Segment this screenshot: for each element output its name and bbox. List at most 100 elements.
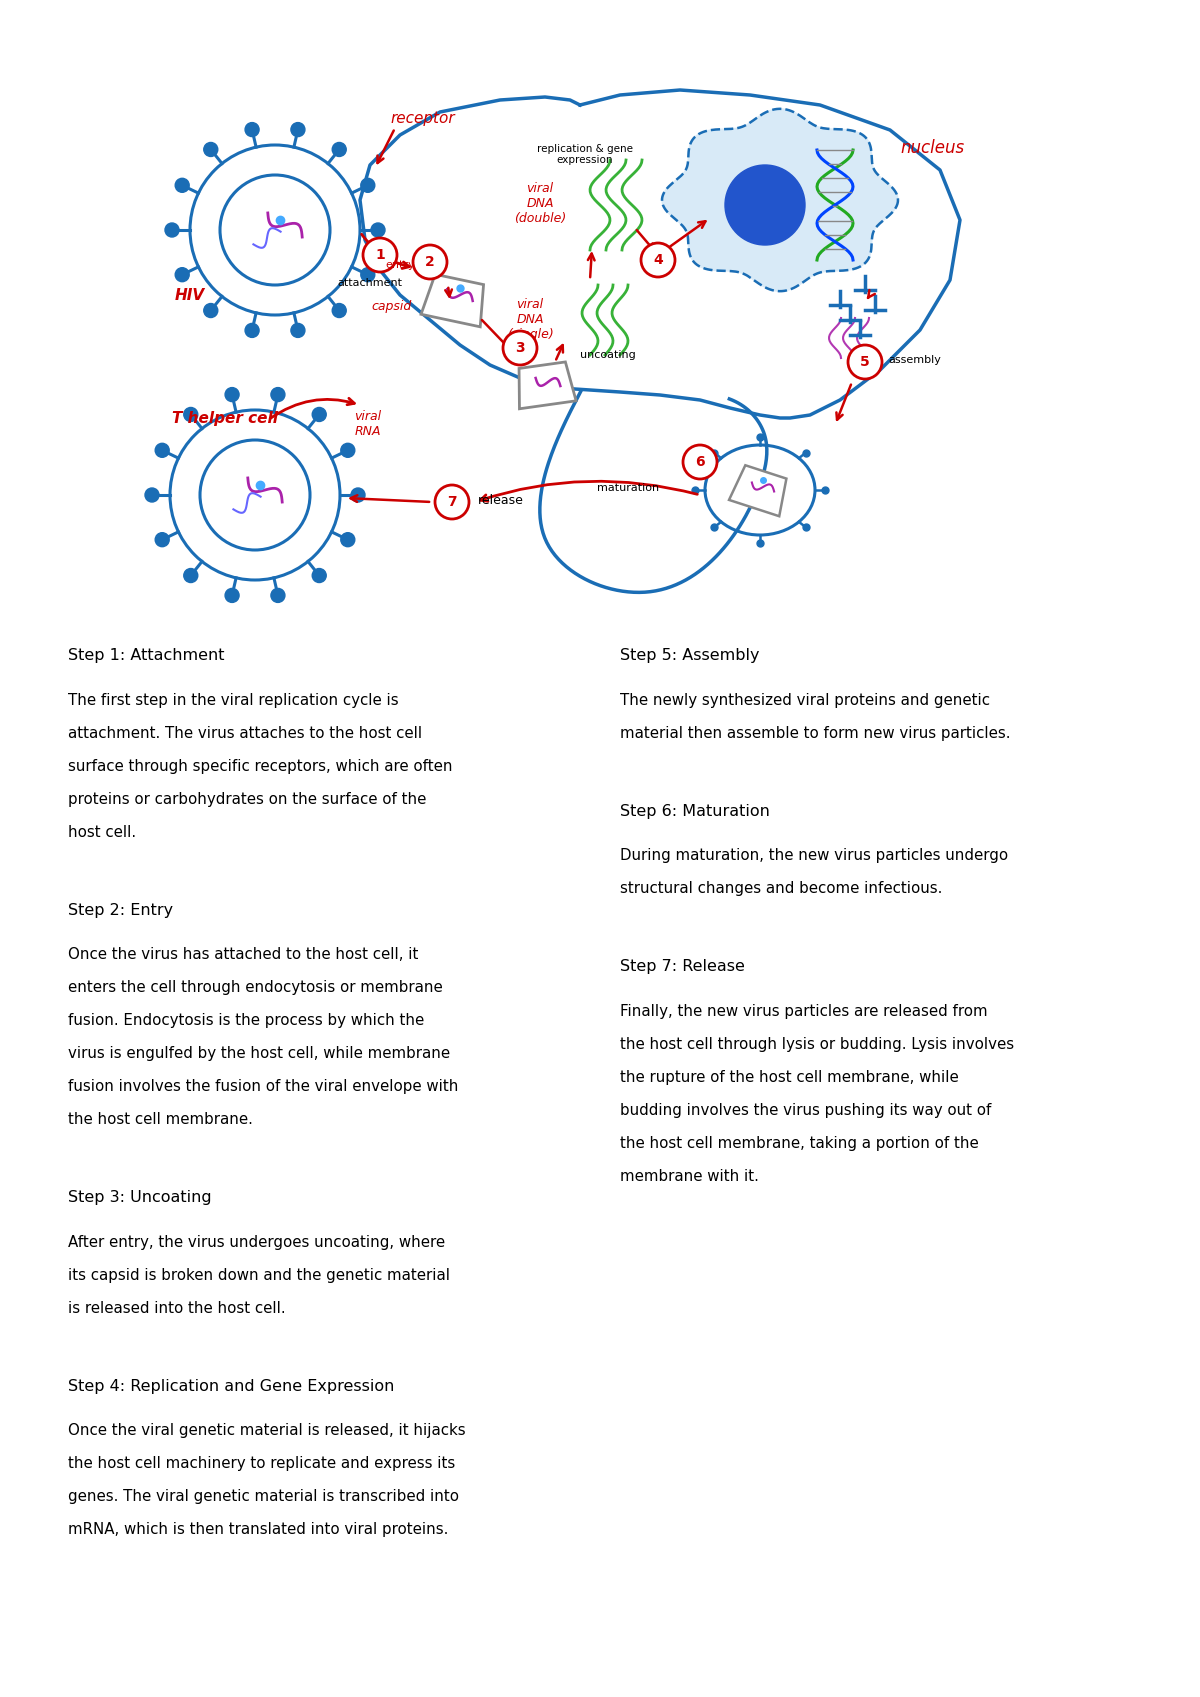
Text: structural changes and become infectious.: structural changes and become infectious… (620, 881, 942, 896)
Circle shape (361, 268, 374, 282)
Text: (double): (double) (514, 212, 566, 226)
Text: budding involves the virus pushing its way out of: budding involves the virus pushing its w… (620, 1103, 991, 1118)
Circle shape (848, 344, 882, 378)
Text: Once the virus has attached to the host cell, it: Once the virus has attached to the host … (68, 947, 419, 962)
Circle shape (413, 244, 446, 278)
Text: The first step in the viral replication cycle is: The first step in the viral replication … (68, 692, 398, 708)
Text: entry: entry (385, 260, 415, 270)
Circle shape (312, 568, 326, 582)
Text: is released into the host cell.: is released into the host cell. (68, 1300, 286, 1315)
Text: enters the cell through endocytosis or membrane: enters the cell through endocytosis or m… (68, 981, 443, 994)
Text: capsid: capsid (372, 300, 412, 312)
Text: Step 2: Entry: Step 2: Entry (68, 903, 173, 918)
Text: uncoating: uncoating (580, 350, 636, 360)
Text: the host cell machinery to replicate and express its: the host cell machinery to replicate and… (68, 1456, 455, 1471)
Text: the host cell membrane, taking a portion of the: the host cell membrane, taking a portion… (620, 1135, 979, 1151)
Text: viral: viral (354, 411, 382, 423)
Circle shape (312, 407, 326, 421)
Circle shape (683, 445, 718, 479)
Text: attachment. The virus attaches to the host cell: attachment. The virus attaches to the ho… (68, 726, 422, 740)
Text: genes. The viral genetic material is transcribed into: genes. The viral genetic material is tra… (68, 1490, 458, 1504)
Text: nucleus: nucleus (900, 139, 964, 158)
Text: viral: viral (527, 182, 553, 195)
Circle shape (436, 485, 469, 519)
Circle shape (200, 440, 310, 550)
Text: receptor: receptor (390, 110, 455, 126)
Circle shape (725, 165, 805, 244)
Text: The newly synthesized viral proteins and genetic: The newly synthesized viral proteins and… (620, 692, 990, 708)
Circle shape (332, 143, 347, 156)
Circle shape (226, 589, 239, 602)
Circle shape (175, 268, 190, 282)
Text: 4: 4 (653, 253, 662, 266)
Circle shape (290, 122, 305, 136)
Circle shape (332, 304, 347, 317)
Text: Step 5: Assembly: Step 5: Assembly (620, 648, 760, 664)
Text: DNA: DNA (527, 197, 553, 210)
Circle shape (341, 533, 355, 546)
Circle shape (184, 407, 198, 421)
Text: 6: 6 (695, 455, 704, 468)
Circle shape (226, 387, 239, 402)
Circle shape (220, 175, 330, 285)
Circle shape (190, 144, 360, 316)
Text: HIV: HIV (175, 287, 205, 302)
Text: T helper cell: T helper cell (172, 411, 278, 426)
Text: DNA: DNA (516, 312, 544, 326)
Text: material then assemble to form new virus particles.: material then assemble to form new virus… (620, 726, 1010, 740)
Polygon shape (730, 465, 786, 516)
Text: maturation: maturation (596, 484, 659, 494)
Circle shape (155, 533, 169, 546)
Circle shape (170, 411, 340, 580)
Text: Step 7: Release: Step 7: Release (620, 959, 745, 974)
Text: 2: 2 (425, 255, 434, 270)
Text: 3: 3 (515, 341, 524, 355)
Text: 5: 5 (860, 355, 870, 368)
Text: virus is engulfed by the host cell, while membrane: virus is engulfed by the host cell, whil… (68, 1045, 450, 1061)
Circle shape (290, 324, 305, 338)
Text: During maturation, the new virus particles undergo: During maturation, the new virus particl… (620, 848, 1008, 864)
Text: proteins or carbohydrates on the surface of the: proteins or carbohydrates on the surface… (68, 791, 426, 806)
Text: 7: 7 (448, 496, 457, 509)
Text: Step 4: Replication and Gene Expression: Step 4: Replication and Gene Expression (68, 1378, 395, 1393)
Text: expression: expression (557, 154, 613, 165)
Circle shape (364, 238, 397, 272)
Text: assembly: assembly (888, 355, 941, 365)
Text: (single): (single) (506, 328, 553, 341)
Circle shape (352, 489, 365, 502)
Text: mRNA, which is then translated into viral proteins.: mRNA, which is then translated into vira… (68, 1522, 449, 1537)
Circle shape (204, 304, 217, 317)
Text: Once the viral genetic material is released, it hijacks: Once the viral genetic material is relea… (68, 1424, 466, 1437)
Text: 1: 1 (376, 248, 385, 261)
Circle shape (271, 589, 284, 602)
Circle shape (361, 178, 374, 192)
Polygon shape (662, 109, 898, 292)
Text: release: release (478, 494, 524, 506)
Text: replication & gene: replication & gene (538, 144, 634, 154)
Text: surface through specific receptors, which are often: surface through specific receptors, whic… (68, 759, 452, 774)
Circle shape (341, 443, 355, 456)
Text: fusion. Endocytosis is the process by which the: fusion. Endocytosis is the process by wh… (68, 1013, 425, 1028)
Text: membrane with it.: membrane with it. (620, 1169, 758, 1183)
Circle shape (271, 387, 284, 402)
Polygon shape (421, 275, 484, 328)
Polygon shape (520, 361, 576, 409)
Circle shape (166, 222, 179, 238)
Text: Step 3: Uncoating: Step 3: Uncoating (68, 1190, 211, 1205)
Text: the host cell through lysis or budding. Lysis involves: the host cell through lysis or budding. … (620, 1037, 1014, 1052)
Text: host cell.: host cell. (68, 825, 136, 840)
Text: Step 1: Attachment: Step 1: Attachment (68, 648, 224, 664)
Text: RNA: RNA (355, 424, 382, 438)
Circle shape (503, 331, 538, 365)
Circle shape (204, 143, 217, 156)
Text: its capsid is broken down and the genetic material: its capsid is broken down and the geneti… (68, 1268, 450, 1283)
Text: attachment: attachment (337, 278, 402, 288)
Circle shape (641, 243, 674, 277)
Text: fusion involves the fusion of the viral envelope with: fusion involves the fusion of the viral … (68, 1079, 458, 1095)
Text: After entry, the virus undergoes uncoating, where: After entry, the virus undergoes uncoati… (68, 1235, 445, 1249)
Circle shape (145, 489, 158, 502)
Circle shape (184, 568, 198, 582)
Text: Step 6: Maturation: Step 6: Maturation (620, 804, 770, 818)
Circle shape (245, 122, 259, 136)
Text: viral: viral (516, 299, 544, 311)
